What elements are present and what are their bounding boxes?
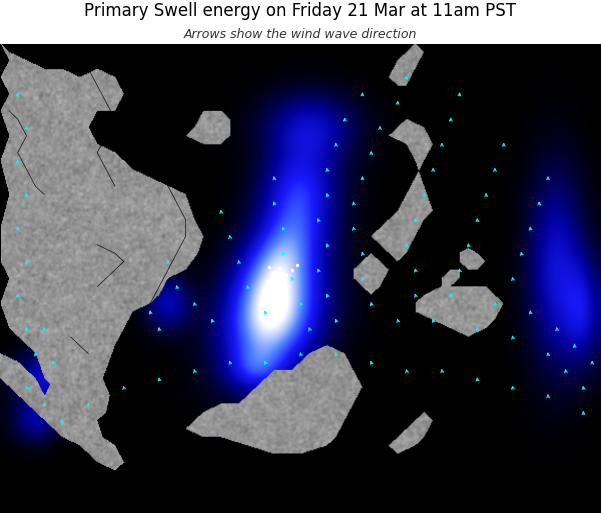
Text: Primary Swell energy on Friday 21 Mar at 11am PST: Primary Swell energy on Friday 21 Mar at… bbox=[85, 2, 516, 20]
Text: Arrows show the wind wave direction: Arrows show the wind wave direction bbox=[184, 28, 417, 41]
